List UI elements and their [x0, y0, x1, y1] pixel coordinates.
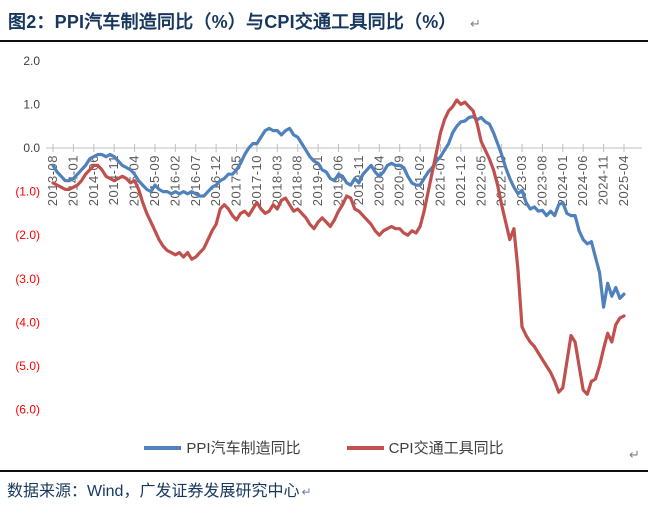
cpi-line-swatch — [346, 445, 384, 450]
cpi-series-line — [51, 98, 626, 396]
legend-item-cpi: CPI交通工具同比 — [346, 437, 504, 458]
paragraph-return-icon: ↵ — [629, 447, 640, 462]
footer-separator-line — [0, 470, 648, 472]
x-tick-label: 2017-10 — [249, 155, 264, 206]
y-tick-label: (5.0) — [15, 359, 40, 373]
y-axis-labels: 2.0 1.0 0.0 (1.0) (2.0) (3.0) (4.0) (5.0) (6.0) — [15, 54, 40, 417]
y-tick-label: (1.0) — [15, 185, 40, 199]
y-tick-label: (2.0) — [15, 228, 40, 242]
paragraph-return-icon: ↵ — [470, 16, 481, 31]
cpi-legend-label: CPI交通工具同比 — [388, 440, 504, 457]
data-source-text: 数据来源：Wind，广发证券发展研究中心 — [7, 483, 300, 500]
x-tick-label: 2024-01 — [555, 155, 570, 206]
x-tick-label: 2021-02 — [412, 155, 427, 206]
paragraph-return-icon: ↵ — [301, 485, 312, 499]
x-tick-label: 2023-08 — [534, 155, 549, 206]
ppi-series-line — [51, 114, 626, 309]
series-lines — [51, 98, 626, 396]
x-tick-label: 2020-04 — [371, 155, 386, 206]
y-tick-label: 1.0 — [23, 97, 40, 111]
y-tick-label: (3.0) — [15, 272, 40, 286]
x-tick-label: 2020-09 — [392, 155, 407, 206]
x-tick-label: 2023-03 — [514, 155, 529, 206]
legend-item-ppi: PPI汽车制造同比 — [144, 437, 301, 458]
x-tick-label: 2016-02 — [167, 155, 182, 206]
x-tick-label: 2016-07 — [188, 155, 203, 206]
x-tick-label: 2018-03 — [269, 155, 284, 206]
x-tick-label: 2022-05 — [473, 155, 488, 206]
x-tick-label: 2024-06 — [575, 155, 590, 206]
figure-title: 图2：PPI汽车制造同比（%）与CPI交通工具同比（%） — [8, 12, 457, 32]
y-tick-label: (4.0) — [15, 315, 40, 329]
data-source-note: 数据来源：Wind，广发证券发展研究中心 ↵ — [7, 477, 312, 501]
x-tick-label: 2017-05 — [229, 155, 244, 206]
x-tick-label: 2024-11 — [596, 155, 611, 205]
y-tick-label: 2.0 — [23, 54, 40, 68]
ppi-line-swatch — [144, 445, 182, 450]
y-tick-label: (6.0) — [15, 403, 40, 417]
x-tick-label: 2018-08 — [290, 155, 305, 206]
x-tick-label: 2025-04 — [616, 155, 631, 206]
x-tick-label: 2016-12 — [208, 155, 223, 206]
x-tick-label: 2013-08 — [45, 155, 60, 206]
y-tick-label: 0.0 — [23, 141, 40, 155]
chart-legend: PPI汽车制造同比 CPI交通工具同比 — [0, 437, 648, 458]
x-tick-label: 2015-09 — [147, 155, 162, 206]
x-tick-label: 2021-12 — [453, 155, 468, 206]
x-tick-label: 2019-06 — [331, 155, 346, 206]
x-tick-label: 2021-07 — [432, 155, 447, 206]
x-tick-label: 2014-01 — [65, 155, 80, 206]
title-separator-line — [0, 40, 648, 42]
ppi-legend-label: PPI汽车制造同比 — [186, 440, 301, 457]
